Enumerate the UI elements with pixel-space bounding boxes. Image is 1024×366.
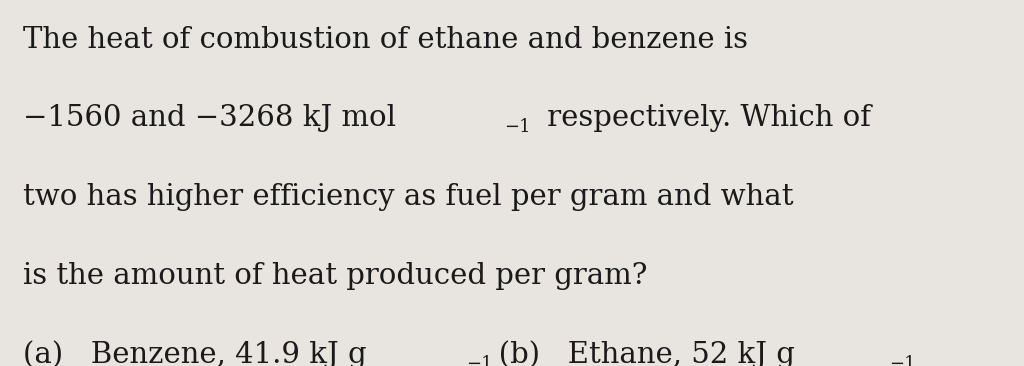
Text: The heat of combustion of ethane and benzene is: The heat of combustion of ethane and ben… <box>23 26 748 54</box>
Text: (a)   Benzene, 41.9 kJ g: (a) Benzene, 41.9 kJ g <box>23 340 367 366</box>
Text: (b)   Ethane, 52 kJ g: (b) Ethane, 52 kJ g <box>471 340 795 366</box>
Text: −1: −1 <box>889 355 915 366</box>
Text: respectively. Which of: respectively. Which of <box>539 104 871 132</box>
Text: two has higher efficiency as fuel per gram and what: two has higher efficiency as fuel per gr… <box>23 183 793 211</box>
Text: −1: −1 <box>466 355 493 366</box>
Text: −1560 and −3268 kJ mol: −1560 and −3268 kJ mol <box>23 104 395 132</box>
Text: is the amount of heat produced per gram?: is the amount of heat produced per gram? <box>23 262 647 290</box>
Text: −1: −1 <box>504 118 530 136</box>
